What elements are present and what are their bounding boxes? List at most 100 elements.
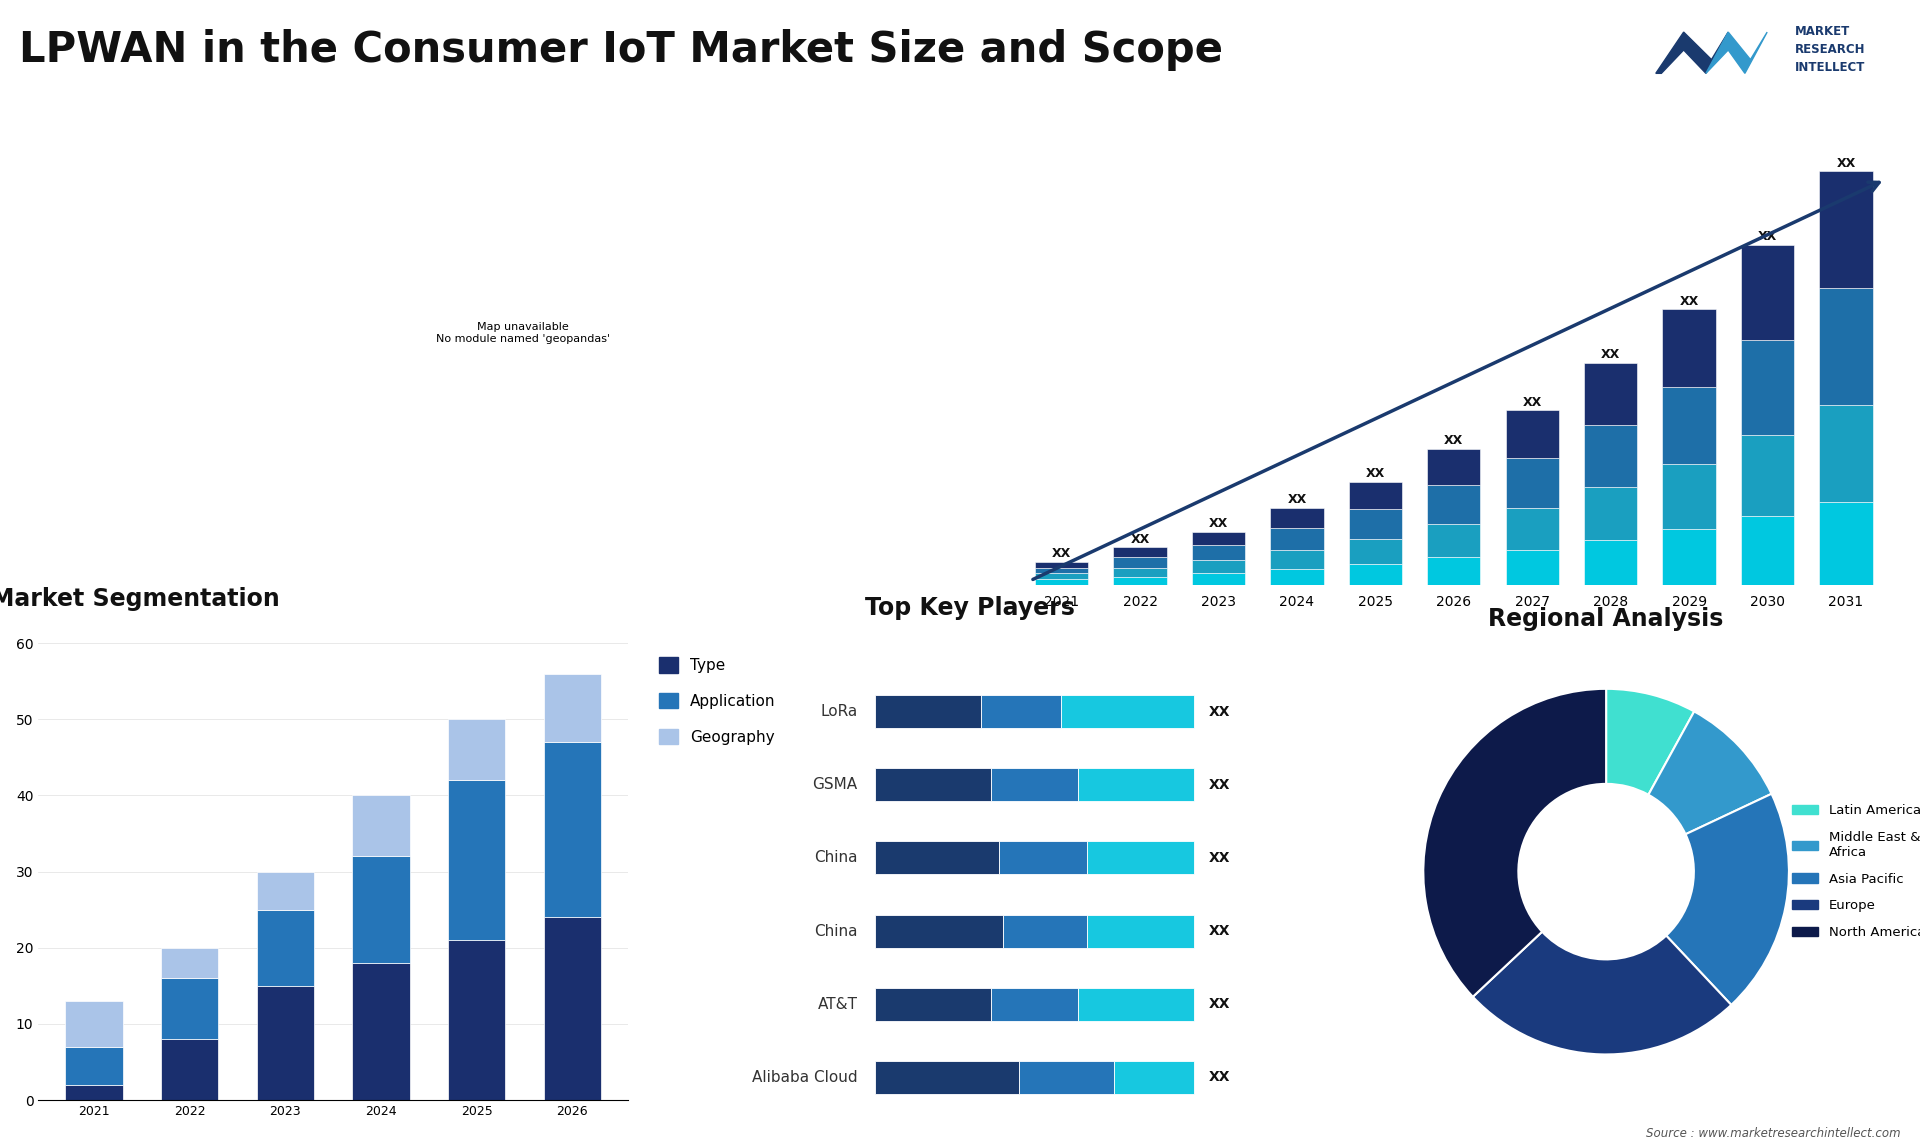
Bar <box>1820 288 1872 405</box>
Bar <box>1427 524 1480 557</box>
Text: Top Key Players: Top Key Players <box>864 596 1075 620</box>
FancyBboxPatch shape <box>981 696 1062 728</box>
Bar <box>447 940 505 1100</box>
Bar <box>1035 562 1089 567</box>
FancyBboxPatch shape <box>1114 1061 1194 1093</box>
FancyBboxPatch shape <box>1077 768 1194 801</box>
Bar <box>351 795 409 856</box>
Bar <box>1271 568 1323 586</box>
Wedge shape <box>1423 689 1607 997</box>
Bar <box>1427 557 1480 586</box>
Bar <box>1584 425 1638 487</box>
Bar <box>1348 564 1402 586</box>
Text: XX: XX <box>1210 517 1229 531</box>
Text: XX: XX <box>1208 851 1231 865</box>
Bar <box>1348 539 1402 564</box>
FancyBboxPatch shape <box>1018 1061 1114 1093</box>
Text: XX: XX <box>1523 395 1542 409</box>
Text: AT&T: AT&T <box>818 997 858 1012</box>
FancyBboxPatch shape <box>876 988 991 1021</box>
Legend: Type, Application, Geography: Type, Application, Geography <box>653 651 781 751</box>
Bar <box>65 1085 123 1100</box>
Bar <box>1741 435 1793 517</box>
Text: LPWAN in the Consumer IoT Market Size and Scope: LPWAN in the Consumer IoT Market Size an… <box>19 29 1223 71</box>
Text: Map unavailable
No module named 'geopandas': Map unavailable No module named 'geopand… <box>436 322 611 344</box>
Bar <box>1663 464 1716 529</box>
Bar <box>1505 508 1559 550</box>
Bar <box>447 720 505 780</box>
Bar <box>543 917 601 1100</box>
Bar <box>447 780 505 940</box>
Text: Alibaba Cloud: Alibaba Cloud <box>753 1070 858 1085</box>
Text: Source : www.marketresearchintellect.com: Source : www.marketresearchintellect.com <box>1645 1128 1901 1140</box>
Bar <box>1505 410 1559 458</box>
Bar <box>1505 458 1559 508</box>
Bar <box>1741 517 1793 586</box>
Bar <box>1114 557 1167 567</box>
FancyBboxPatch shape <box>1077 988 1194 1021</box>
Bar <box>1035 573 1089 580</box>
Bar <box>161 948 219 979</box>
FancyBboxPatch shape <box>1062 696 1194 728</box>
Bar <box>257 872 315 910</box>
FancyBboxPatch shape <box>876 696 981 728</box>
Bar <box>1114 567 1167 578</box>
FancyBboxPatch shape <box>991 988 1077 1021</box>
Text: XX: XX <box>1836 157 1855 170</box>
Bar <box>161 979 219 1039</box>
Bar <box>1271 528 1323 550</box>
Bar <box>1271 508 1323 528</box>
Bar <box>257 910 315 986</box>
Text: XX: XX <box>1759 230 1778 243</box>
Bar <box>65 1002 123 1046</box>
Bar <box>543 743 601 917</box>
FancyBboxPatch shape <box>1087 915 1194 948</box>
Text: XX: XX <box>1052 547 1071 559</box>
Bar <box>351 963 409 1100</box>
FancyBboxPatch shape <box>876 1061 1018 1093</box>
Bar <box>1663 529 1716 586</box>
Bar <box>161 1039 219 1100</box>
FancyBboxPatch shape <box>876 768 991 801</box>
Bar <box>1584 540 1638 586</box>
Polygon shape <box>1655 32 1728 73</box>
Bar <box>1271 550 1323 568</box>
Text: XX: XX <box>1208 997 1231 1011</box>
Text: XX: XX <box>1288 493 1308 507</box>
Text: MARKET
RESEARCH
INTELLECT: MARKET RESEARCH INTELLECT <box>1795 25 1866 74</box>
Wedge shape <box>1473 932 1732 1054</box>
Bar <box>1348 481 1402 509</box>
Bar <box>1114 548 1167 557</box>
Text: XX: XX <box>1208 1070 1231 1084</box>
Bar <box>1663 309 1716 386</box>
Bar <box>1427 486 1480 524</box>
FancyBboxPatch shape <box>1002 915 1087 948</box>
Title: Regional Analysis: Regional Analysis <box>1488 607 1724 631</box>
Text: LoRa: LoRa <box>820 704 858 720</box>
Wedge shape <box>1667 794 1789 1005</box>
Bar <box>1584 487 1638 540</box>
FancyBboxPatch shape <box>876 841 998 874</box>
Text: China: China <box>814 850 858 865</box>
Bar <box>1584 363 1638 425</box>
Bar <box>1114 578 1167 586</box>
Text: XX: XX <box>1601 348 1620 361</box>
Bar <box>543 674 601 743</box>
Text: China: China <box>814 924 858 939</box>
FancyBboxPatch shape <box>998 841 1087 874</box>
Bar <box>1820 171 1872 288</box>
Circle shape <box>1519 784 1693 959</box>
Bar <box>1192 560 1246 573</box>
Polygon shape <box>1705 32 1766 73</box>
FancyBboxPatch shape <box>1087 841 1194 874</box>
Bar <box>257 986 315 1100</box>
Wedge shape <box>1607 689 1693 794</box>
Bar <box>1192 573 1246 586</box>
Bar <box>1663 386 1716 464</box>
Bar <box>1035 580 1089 586</box>
Text: XX: XX <box>1208 705 1231 719</box>
Legend: Latin America, Middle East &
Africa, Asia Pacific, Europe, North America: Latin America, Middle East & Africa, Asi… <box>1786 799 1920 944</box>
Text: XX: XX <box>1680 295 1699 307</box>
Text: XX: XX <box>1131 533 1150 545</box>
FancyBboxPatch shape <box>876 915 1002 948</box>
